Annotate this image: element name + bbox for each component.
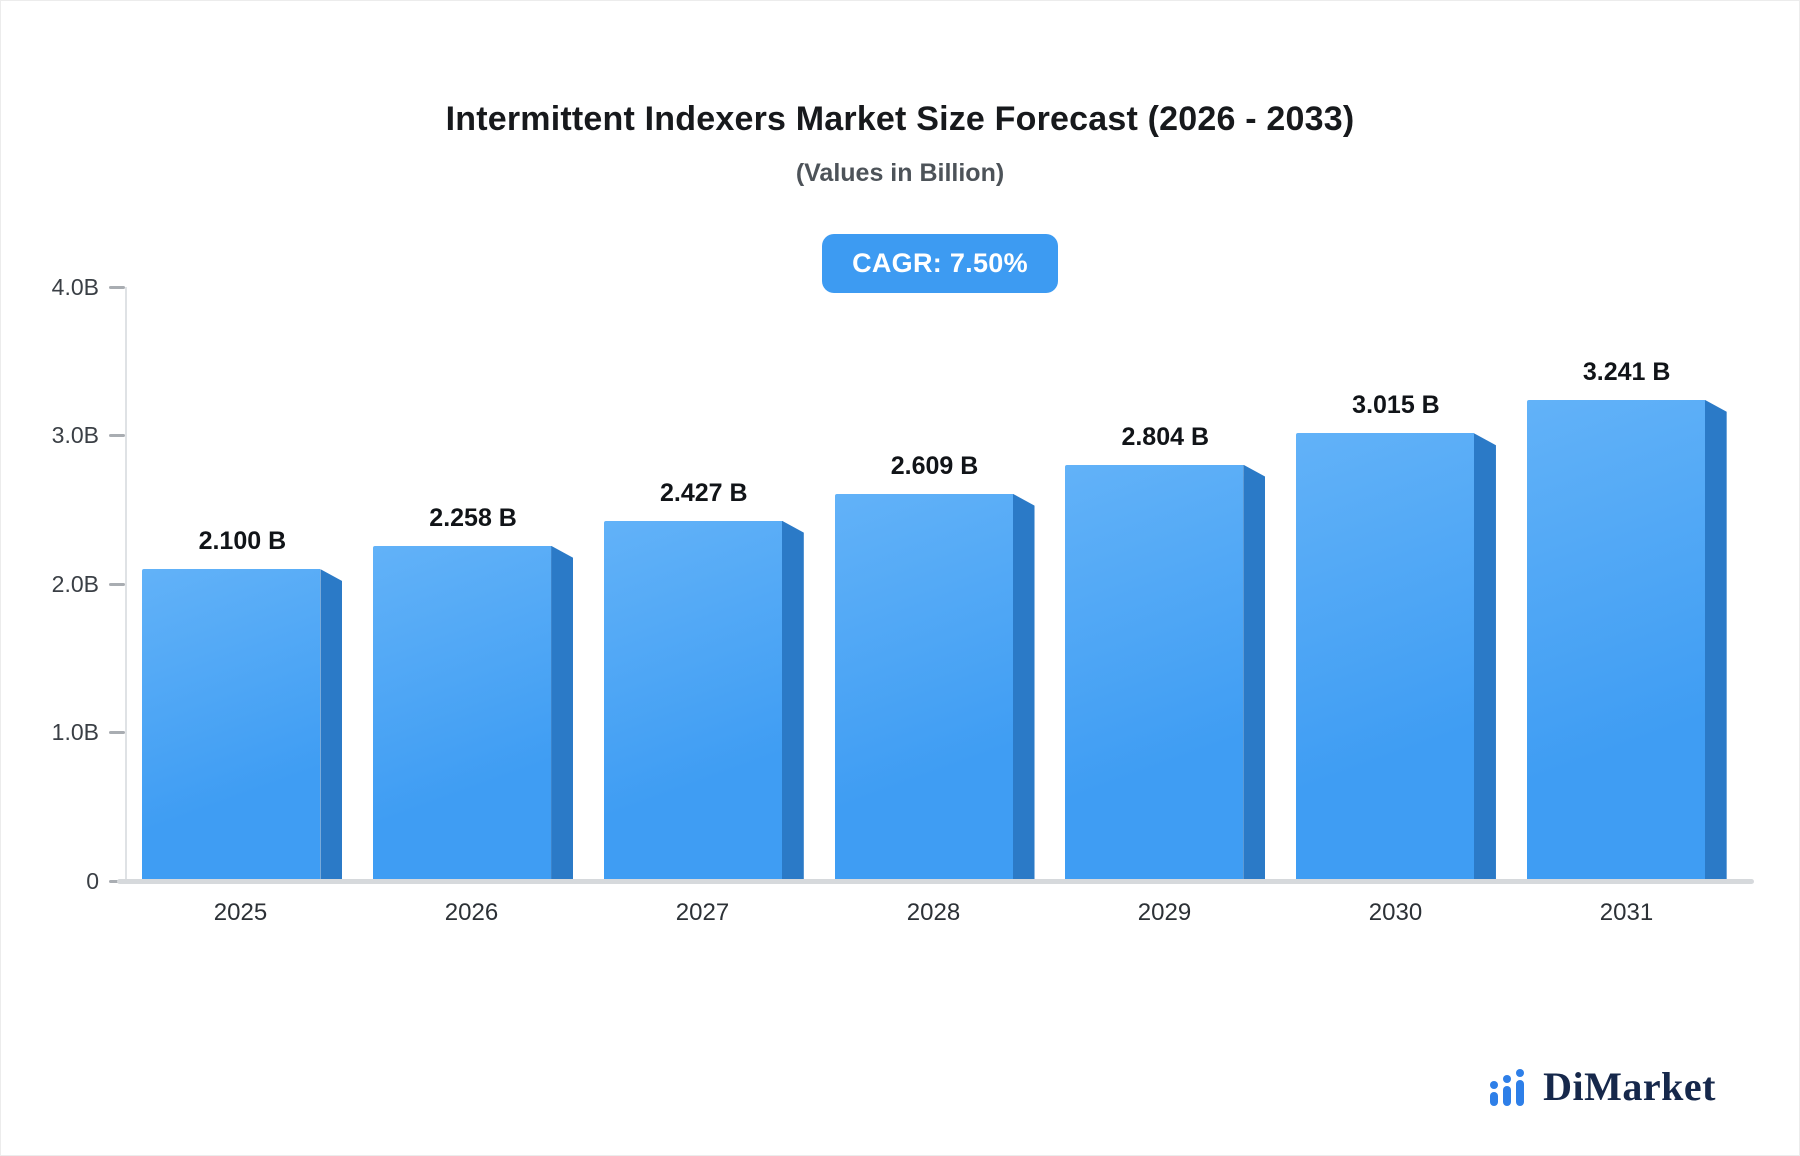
x-axis-line (117, 879, 1754, 884)
y-tick-dash (109, 434, 125, 437)
bar-face (1526, 399, 1705, 881)
y-tick: 0 (40, 868, 125, 894)
x-axis-label: 2030 (1368, 899, 1423, 926)
x-axis-label: 2029 (1137, 899, 1192, 926)
bar-value-label: 2.258 B (429, 503, 517, 532)
x-axis-label: 2028 (906, 899, 961, 926)
y-tick: 3.0B (40, 422, 125, 449)
bar-column: 2.427 B (588, 479, 819, 881)
logo-text: DiMarket (1543, 1064, 1716, 1109)
bar-column: 2.100 B (127, 527, 358, 881)
bar (1295, 433, 1496, 881)
bar-value-label: 2.804 B (1121, 422, 1210, 451)
bar-face (142, 569, 321, 881)
bar-column: 3.015 B (1281, 391, 1512, 881)
bar-side (1012, 493, 1035, 881)
badge-row: CAGR: 7.50% (80, 234, 1800, 293)
bar-side (320, 569, 343, 881)
chart-header: Intermittent Indexers Market Size Foreca… (0, 0, 1800, 188)
bar-value-label: 2.609 B (890, 451, 979, 480)
y-tick: 1.0B (40, 719, 125, 746)
x-axis-label: 2026 (444, 899, 499, 926)
bar-chart-icon (1490, 1068, 1525, 1106)
x-axis-label: 2025 (213, 899, 268, 926)
bar-side (781, 520, 804, 881)
bar-side (551, 545, 574, 881)
chart-title: Intermittent Indexers Market Size Foreca… (445, 100, 1355, 138)
logo: DiMarket (1484, 1063, 1716, 1110)
y-tick: 4.0B (40, 274, 125, 300)
y-tick: 2.0B (40, 571, 125, 597)
bar-column: 3.241 B (1511, 358, 1742, 881)
y-tick-label: 3.0B (51, 422, 99, 448)
bar (1526, 399, 1727, 881)
bar-value-label: 3.241 B (1582, 357, 1671, 386)
chart-subtitle: (Values in Billion) (795, 159, 1005, 187)
bar-column: 2.609 B (819, 452, 1050, 881)
bar-side (1704, 399, 1727, 881)
bar-face (603, 520, 782, 881)
bar-face (834, 493, 1013, 881)
bar-face (1065, 464, 1244, 881)
y-tick-label: 2.0B (51, 570, 99, 597)
y-tick-label: 1.0B (51, 719, 99, 745)
x-axis-label: 2031 (1599, 899, 1654, 926)
plot-area: 2.100 B 2.258 B 2.427 B 2.609 B 2.804 B 3.015… (117, 287, 1754, 884)
bar-side (1243, 464, 1266, 881)
bar-value-label: 3.015 B (1352, 391, 1440, 420)
x-axis-label: 2027 (675, 899, 730, 926)
y-tick-dash (109, 582, 125, 586)
bar-side (1473, 433, 1496, 881)
bar (373, 545, 574, 881)
y-tick-label: 0 (86, 867, 99, 894)
bar (834, 493, 1035, 881)
bars: 2.100 B 2.258 B 2.427 B 2.609 B 2.804 B 3.015… (127, 287, 1742, 881)
bar (142, 569, 343, 881)
cagr-badge: CAGR: 7.50% (822, 234, 1058, 293)
bar-column: 2.258 B (358, 504, 589, 881)
y-tick-dash (109, 731, 125, 734)
bar-value-label: 2.427 B (660, 478, 748, 507)
bar (603, 520, 804, 881)
y-tick-dash (109, 285, 125, 289)
bar-column: 2.804 B (1050, 423, 1281, 881)
bar-face (373, 545, 552, 881)
y-axis: 0 1.0B 2.0B 3.0B 4.0B (40, 274, 125, 894)
bar-face (1295, 433, 1474, 881)
bar-value-label: 2.100 B (198, 527, 287, 556)
x-axis-labels: 2025 2026 2027 2028 2029 2030 2031 (125, 899, 1742, 927)
y-tick-label: 4.0B (51, 273, 99, 300)
bar (1065, 464, 1266, 881)
